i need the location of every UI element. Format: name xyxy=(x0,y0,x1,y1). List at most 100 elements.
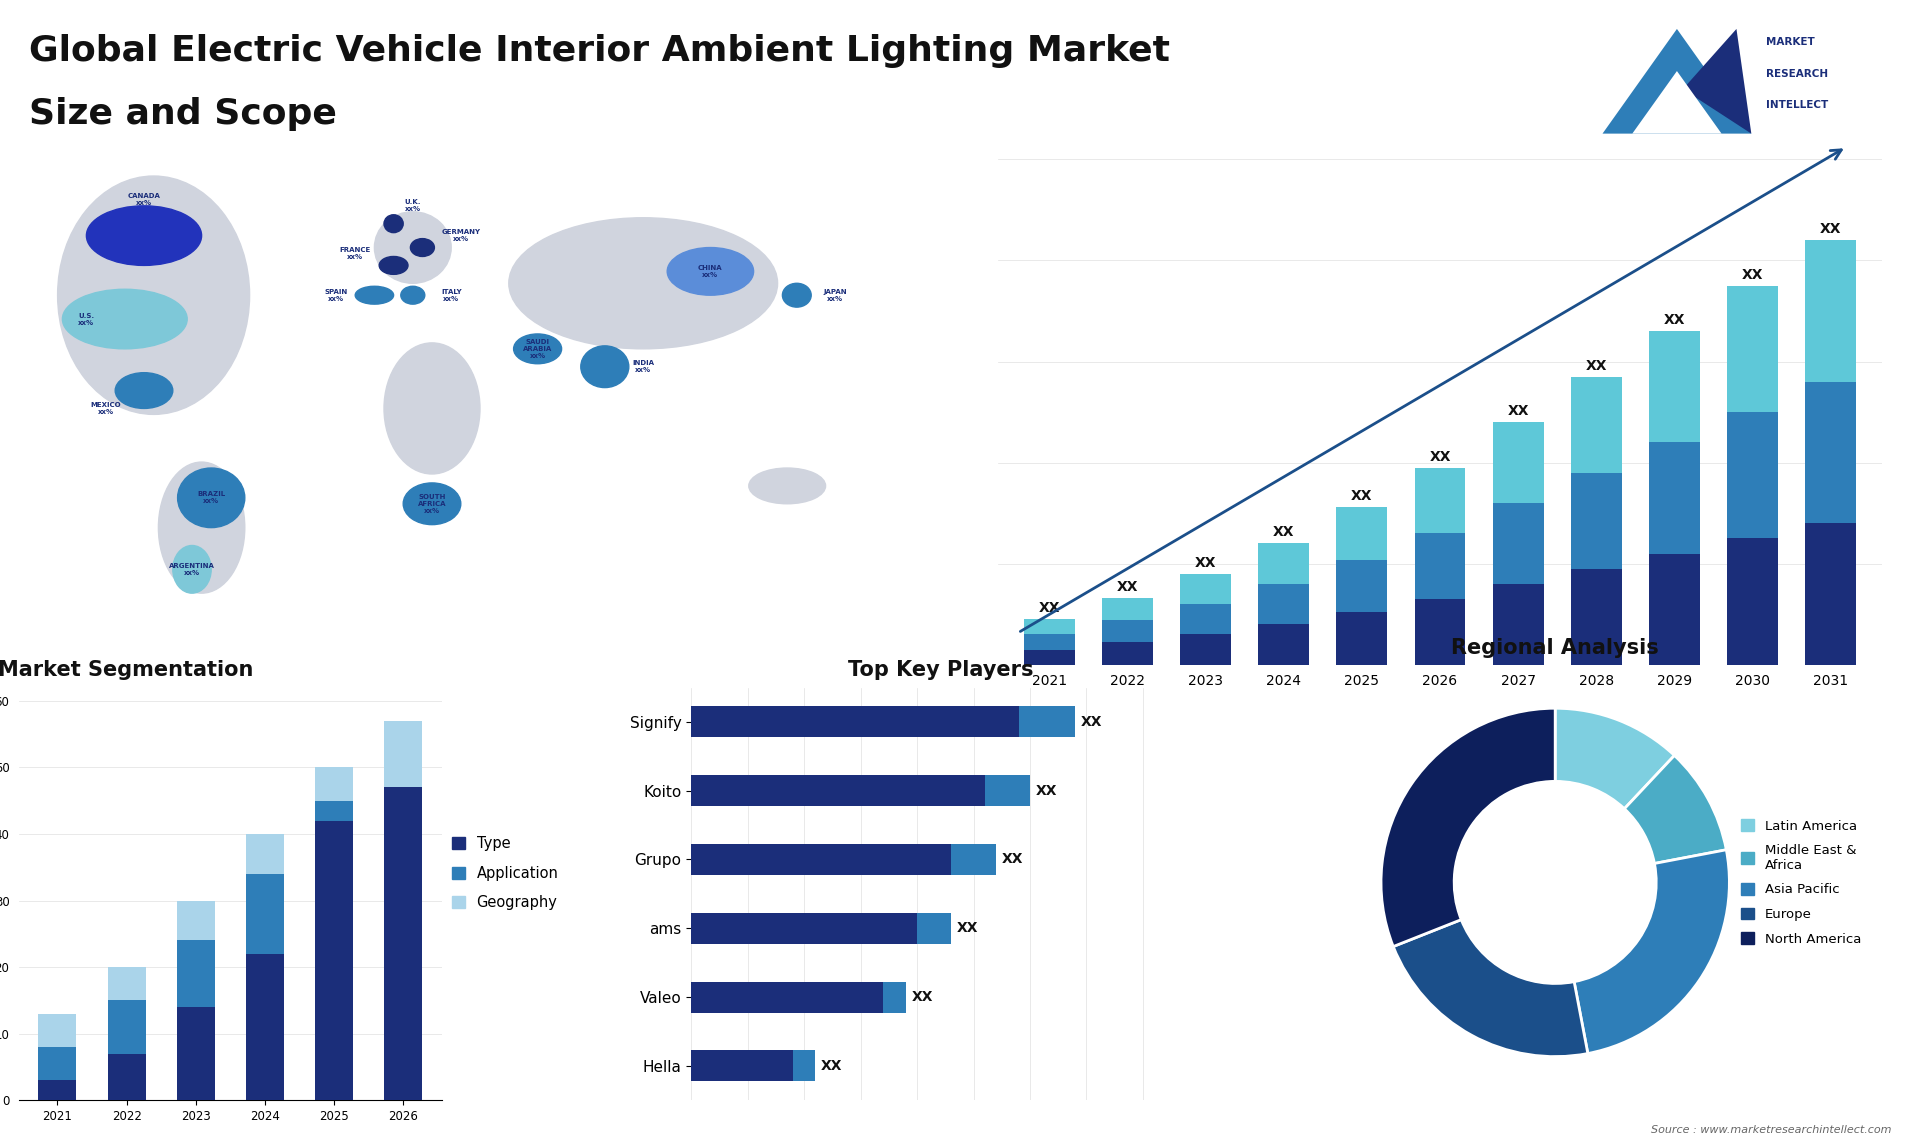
Text: XX: XX xyxy=(1081,715,1102,729)
Text: CANADA
xx%: CANADA xx% xyxy=(127,194,161,206)
Text: JAPAN
xx%: JAPAN xx% xyxy=(824,289,847,301)
Bar xyxy=(691,775,985,806)
Bar xyxy=(1571,472,1622,568)
Ellipse shape xyxy=(177,468,246,527)
Text: XX: XX xyxy=(822,1059,843,1073)
Bar xyxy=(1102,598,1152,620)
Ellipse shape xyxy=(355,286,394,304)
Legend: Type, Application, Geography: Type, Application, Geography xyxy=(449,833,561,913)
Text: XX: XX xyxy=(1428,449,1452,464)
Text: Size and Scope: Size and Scope xyxy=(29,97,336,132)
Bar xyxy=(1181,604,1231,635)
Bar xyxy=(1181,574,1231,604)
Wedge shape xyxy=(1555,708,1674,809)
Bar xyxy=(1415,468,1465,533)
Bar xyxy=(1492,422,1544,503)
Ellipse shape xyxy=(411,238,434,257)
Text: MEXICO
xx%: MEXICO xx% xyxy=(90,402,121,415)
Text: XX: XX xyxy=(1194,556,1215,570)
Bar xyxy=(246,834,284,874)
Bar xyxy=(246,953,284,1100)
Bar xyxy=(177,1007,215,1100)
Ellipse shape xyxy=(749,468,826,504)
Text: SOUTH
AFRICA
xx%: SOUTH AFRICA xx% xyxy=(419,494,445,513)
Bar xyxy=(108,1000,146,1053)
Text: XX: XX xyxy=(1507,405,1528,418)
Ellipse shape xyxy=(115,372,173,408)
Text: Source : www.marketresearchintellect.com: Source : www.marketresearchintellect.com xyxy=(1651,1124,1891,1135)
Text: Market Segmentation: Market Segmentation xyxy=(0,660,253,681)
Title: Regional Analysis: Regional Analysis xyxy=(1452,637,1659,658)
Ellipse shape xyxy=(86,206,202,266)
Bar xyxy=(177,901,215,941)
Bar xyxy=(1649,442,1699,554)
Bar xyxy=(1728,413,1778,539)
Bar xyxy=(1649,331,1699,442)
Bar xyxy=(246,874,284,953)
Text: FRANCE
xx%: FRANCE xx% xyxy=(340,248,371,260)
Bar xyxy=(384,721,422,787)
Bar xyxy=(1336,559,1388,612)
Text: XX: XX xyxy=(1352,489,1373,503)
Text: XX: XX xyxy=(1741,268,1763,282)
Text: RESEARCH: RESEARCH xyxy=(1766,69,1828,79)
Ellipse shape xyxy=(380,257,407,274)
Text: XX: XX xyxy=(912,990,933,1004)
Text: XX: XX xyxy=(1273,525,1294,540)
Bar xyxy=(691,1051,793,1082)
Polygon shape xyxy=(1632,71,1722,134)
Bar xyxy=(1023,619,1075,635)
Bar xyxy=(1571,568,1622,665)
Wedge shape xyxy=(1624,755,1726,863)
Text: ITALY
xx%: ITALY xx% xyxy=(442,289,461,301)
Bar xyxy=(1336,612,1388,665)
Bar xyxy=(691,706,1020,737)
Ellipse shape xyxy=(61,289,186,348)
Text: XX: XX xyxy=(1820,222,1841,236)
Text: XX: XX xyxy=(1665,313,1686,327)
Bar xyxy=(315,821,353,1100)
Bar xyxy=(691,843,950,874)
Ellipse shape xyxy=(384,214,403,233)
Bar xyxy=(1728,539,1778,665)
Text: XX: XX xyxy=(1586,359,1607,372)
Bar xyxy=(1805,524,1857,665)
Bar xyxy=(1258,583,1309,625)
Bar xyxy=(883,982,906,1013)
Ellipse shape xyxy=(58,176,250,415)
Bar xyxy=(918,913,950,944)
Bar xyxy=(38,1081,77,1100)
Bar xyxy=(108,1053,146,1100)
Wedge shape xyxy=(1380,708,1555,947)
Ellipse shape xyxy=(401,286,424,304)
Bar xyxy=(1728,285,1778,413)
Bar xyxy=(1102,643,1152,665)
Text: INDIA
xx%: INDIA xx% xyxy=(632,360,655,374)
Circle shape xyxy=(1453,782,1657,983)
Ellipse shape xyxy=(668,248,753,296)
Title: Top Key Players: Top Key Players xyxy=(849,660,1033,681)
Bar xyxy=(1805,382,1857,524)
Bar xyxy=(985,775,1029,806)
Text: SAUDI
ARABIA
xx%: SAUDI ARABIA xx% xyxy=(522,339,553,359)
Ellipse shape xyxy=(509,218,778,348)
Ellipse shape xyxy=(515,333,563,363)
Text: XX: XX xyxy=(1035,784,1058,798)
Text: Global Electric Vehicle Interior Ambient Lighting Market: Global Electric Vehicle Interior Ambient… xyxy=(29,34,1169,69)
Text: INTELLECT: INTELLECT xyxy=(1766,100,1828,110)
Polygon shape xyxy=(1603,29,1751,134)
Legend: Latin America, Middle East &
Africa, Asia Pacific, Europe, North America: Latin America, Middle East & Africa, Asi… xyxy=(1736,814,1866,951)
Bar xyxy=(315,801,353,821)
Bar xyxy=(1492,503,1544,583)
Bar xyxy=(950,843,996,874)
Text: SPAIN
xx%: SPAIN xx% xyxy=(324,289,348,301)
Text: BRAZIL
xx%: BRAZIL xx% xyxy=(198,492,225,504)
Bar xyxy=(1258,625,1309,665)
Bar xyxy=(384,787,422,1100)
Bar xyxy=(177,941,215,1007)
Wedge shape xyxy=(1574,850,1730,1053)
Bar xyxy=(1181,635,1231,665)
Text: U.S.
xx%: U.S. xx% xyxy=(79,313,94,325)
Bar xyxy=(1020,706,1075,737)
Bar xyxy=(108,967,146,1000)
